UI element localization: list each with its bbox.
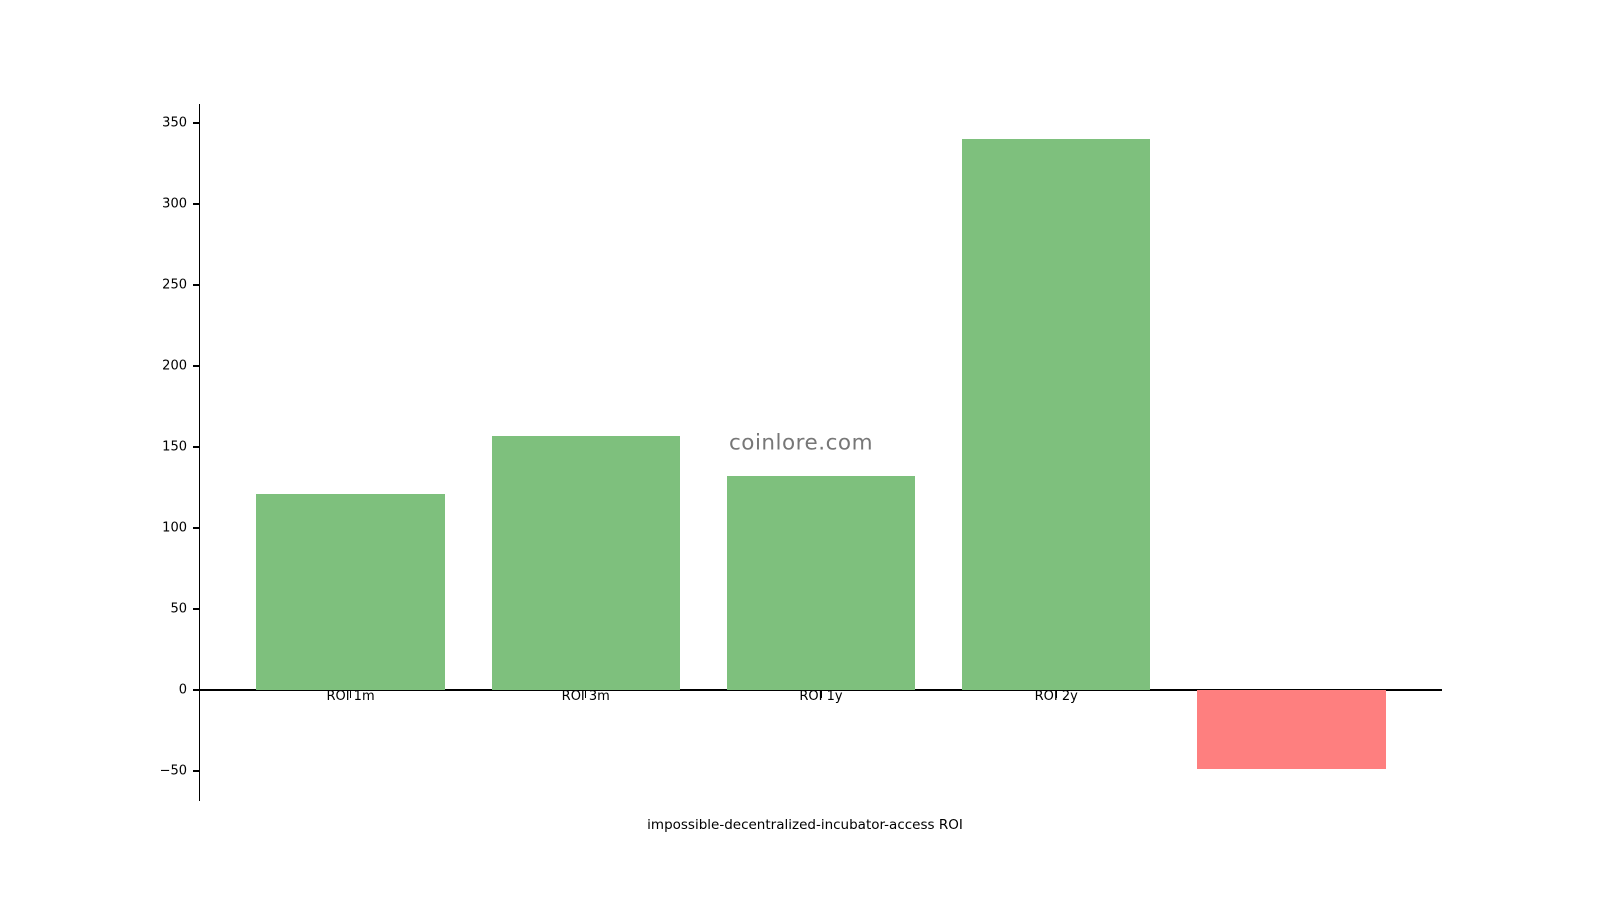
bar-roi-2y <box>962 139 1151 690</box>
y-tick-200 <box>193 365 200 367</box>
y-tick-label: 100 <box>162 520 187 536</box>
y-tick--50 <box>193 770 200 772</box>
x-tick-label: ROI 1y <box>799 689 843 704</box>
x-tick-roi-1m <box>349 690 352 698</box>
y-tick-150 <box>193 446 200 448</box>
y-tick-label: 50 <box>170 601 187 617</box>
y-tick-250 <box>193 284 200 286</box>
bar-roi-1y <box>726 476 916 690</box>
y-tick-label: 0 <box>178 682 187 698</box>
y-tick-0 <box>193 689 200 691</box>
y-tick-50 <box>193 608 200 610</box>
chart-title: impossible-decentralized-incubator-acces… <box>647 817 963 833</box>
y-tick-label: −50 <box>159 763 187 779</box>
x-tick-label: ROI 2y <box>1034 689 1078 704</box>
y-tick-label: 350 <box>162 115 187 131</box>
bar-roi-1m <box>256 493 445 690</box>
y-tick-350 <box>193 122 200 124</box>
x-tick-roi-3m <box>585 690 587 698</box>
bar-roi-3m <box>491 435 680 690</box>
watermark: coinlore.com <box>728 430 874 456</box>
y-tick-100 <box>193 527 200 529</box>
y-tick-label: 250 <box>162 277 187 293</box>
x-tick-label: ROI 3m <box>561 689 610 704</box>
x-tick-label: ROI 1m <box>326 689 375 704</box>
x-tick-roi-1y <box>820 690 822 698</box>
y-tick-label: 300 <box>162 196 187 212</box>
x-tick-roi-2y <box>1055 690 1057 698</box>
y-tick-label: 150 <box>162 439 187 455</box>
y-axis-spine <box>198 104 201 801</box>
bar-unlabeled <box>1197 690 1386 770</box>
y-tick-label: 200 <box>162 358 187 374</box>
y-tick-300 <box>193 203 200 205</box>
